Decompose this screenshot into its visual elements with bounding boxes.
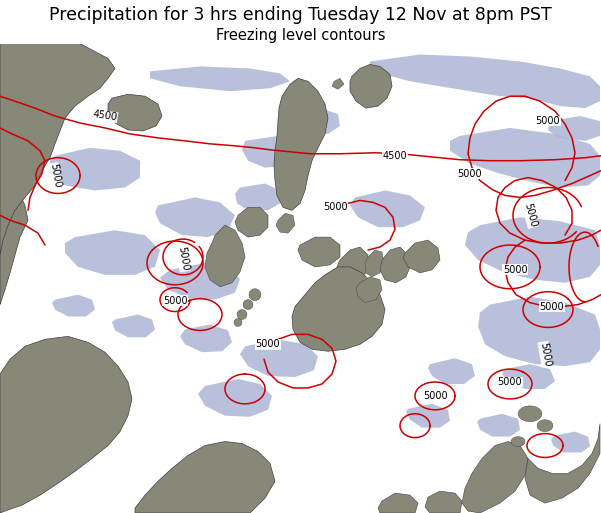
- Polygon shape: [298, 108, 340, 134]
- Polygon shape: [235, 207, 268, 237]
- Polygon shape: [478, 297, 600, 366]
- Text: Freezing level contours: Freezing level contours: [216, 28, 385, 43]
- Text: 5000: 5000: [255, 339, 280, 349]
- Polygon shape: [537, 420, 553, 431]
- Text: 5000: 5000: [458, 169, 483, 179]
- Polygon shape: [150, 66, 290, 91]
- Polygon shape: [249, 289, 261, 301]
- Polygon shape: [477, 414, 520, 437]
- Polygon shape: [160, 263, 240, 300]
- Polygon shape: [237, 309, 247, 320]
- Polygon shape: [135, 442, 275, 513]
- Polygon shape: [350, 65, 392, 108]
- Polygon shape: [518, 406, 542, 422]
- Polygon shape: [112, 314, 155, 338]
- Polygon shape: [548, 116, 600, 141]
- Polygon shape: [428, 358, 475, 384]
- Text: 5000: 5000: [48, 163, 62, 189]
- Polygon shape: [502, 364, 555, 389]
- Text: 5000: 5000: [535, 116, 560, 126]
- Text: 4500: 4500: [383, 151, 407, 161]
- Polygon shape: [356, 277, 382, 303]
- Text: Precipitation for 3 hrs ending Tuesday 12 Nov at 8pm PST: Precipitation for 3 hrs ending Tuesday 1…: [49, 6, 552, 24]
- Polygon shape: [370, 54, 600, 108]
- Polygon shape: [403, 240, 440, 273]
- Polygon shape: [276, 213, 295, 233]
- Polygon shape: [511, 437, 525, 446]
- Text: 4500: 4500: [92, 109, 118, 123]
- Text: 5000: 5000: [423, 391, 447, 401]
- Polygon shape: [180, 324, 232, 352]
- Polygon shape: [108, 94, 162, 131]
- Polygon shape: [406, 404, 450, 428]
- Text: 5000: 5000: [323, 202, 347, 212]
- Polygon shape: [551, 431, 590, 452]
- Polygon shape: [234, 319, 242, 326]
- Polygon shape: [465, 218, 600, 283]
- Polygon shape: [292, 267, 385, 351]
- Polygon shape: [52, 294, 95, 317]
- Text: 5000: 5000: [163, 295, 188, 306]
- Text: 5000: 5000: [498, 377, 522, 387]
- Polygon shape: [450, 128, 600, 187]
- Polygon shape: [274, 78, 328, 210]
- Polygon shape: [298, 237, 340, 267]
- Polygon shape: [365, 250, 384, 277]
- Polygon shape: [65, 230, 160, 275]
- Polygon shape: [198, 379, 272, 417]
- Polygon shape: [243, 300, 253, 309]
- Polygon shape: [155, 198, 235, 237]
- Polygon shape: [380, 247, 410, 283]
- Polygon shape: [240, 339, 318, 377]
- Polygon shape: [425, 491, 462, 513]
- Polygon shape: [242, 136, 300, 168]
- Polygon shape: [235, 184, 280, 210]
- Polygon shape: [462, 442, 528, 513]
- Polygon shape: [332, 78, 344, 89]
- Polygon shape: [378, 493, 418, 513]
- Polygon shape: [337, 247, 368, 283]
- Text: 5000: 5000: [538, 341, 552, 367]
- Text: 5000: 5000: [502, 265, 527, 275]
- Polygon shape: [350, 190, 425, 227]
- Polygon shape: [0, 44, 28, 305]
- Text: 5000: 5000: [522, 202, 538, 228]
- Text: 5000: 5000: [176, 246, 190, 272]
- Polygon shape: [50, 148, 140, 190]
- Polygon shape: [205, 225, 245, 287]
- Polygon shape: [525, 424, 600, 503]
- Polygon shape: [0, 44, 115, 255]
- Polygon shape: [0, 337, 132, 513]
- Text: 5000: 5000: [540, 302, 564, 311]
